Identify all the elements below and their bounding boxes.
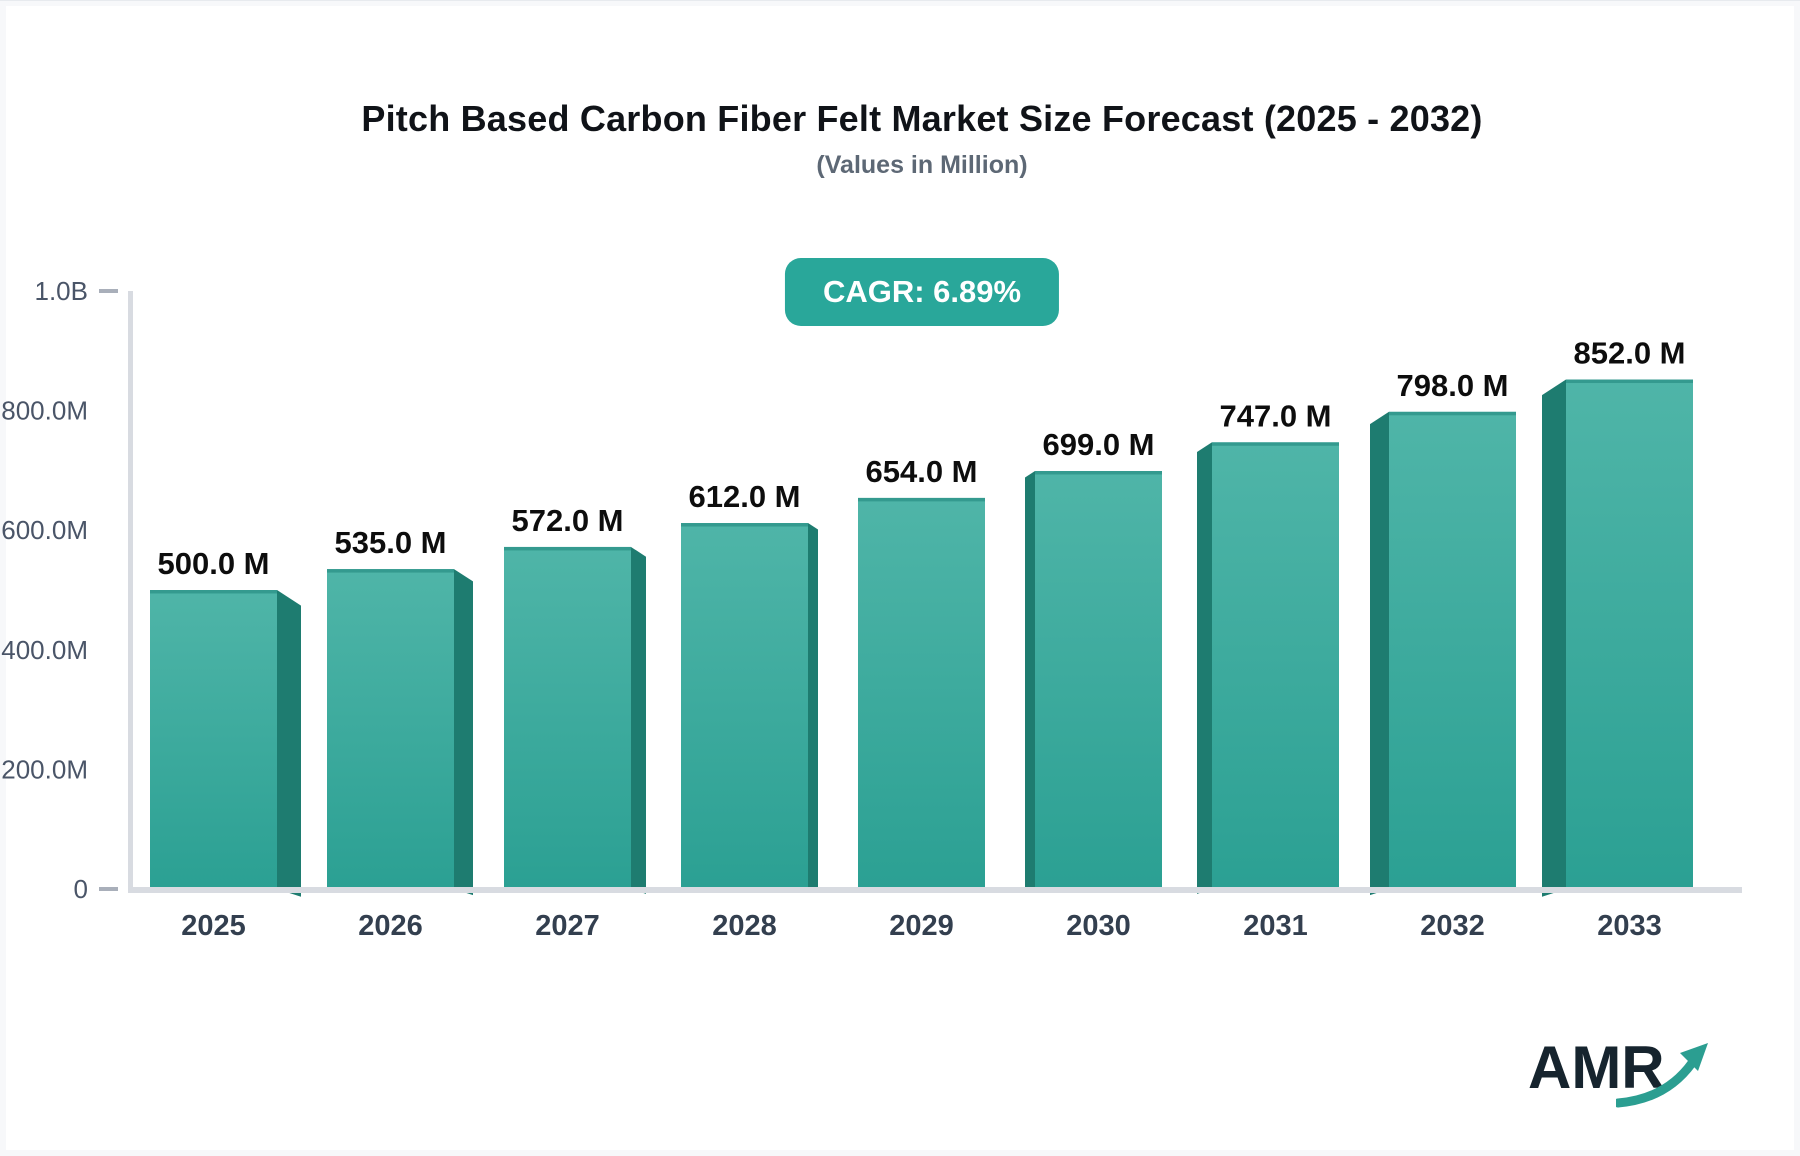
bar-side-face xyxy=(1197,442,1212,894)
y-axis-tick-mark xyxy=(99,289,118,293)
bar-value-label: 500.0 M xyxy=(157,546,269,581)
bar-front-face xyxy=(1566,379,1693,889)
bar-top-edge xyxy=(150,590,277,594)
y-axis-tick-label: 400.0M xyxy=(1,635,88,665)
bar-2025[interactable]: 500.0 M 2025 xyxy=(150,546,301,942)
bar-2030[interactable]: 699.0 M 2030 xyxy=(1025,427,1162,942)
bar-value-label: 699.0 M xyxy=(1042,427,1154,462)
x-axis-category-label: 2028 xyxy=(712,910,777,942)
bar-top-edge xyxy=(858,497,985,502)
bar-side-face xyxy=(1370,411,1389,896)
bar-value-label: 612.0 M xyxy=(688,479,800,514)
y-axis-tick-mark xyxy=(99,887,118,891)
y-axis-tick-label: 0 xyxy=(74,874,88,904)
bar-value-label: 572.0 M xyxy=(511,503,623,538)
y-axis-line xyxy=(128,291,133,889)
y-axis-tick-label: 200.0M xyxy=(1,754,88,784)
x-axis-category-label: 2032 xyxy=(1420,910,1485,942)
amr-logo-text: AMR xyxy=(1528,1034,1665,1101)
x-axis-category-label: 2030 xyxy=(1066,910,1131,942)
bar-front-face xyxy=(150,590,277,889)
bar-value-label: 654.0 M xyxy=(865,454,977,489)
cagr-badge: CAGR: 6.89% xyxy=(784,258,1060,326)
bar-side-face xyxy=(1025,470,1035,893)
bar-side-face xyxy=(808,523,818,893)
y-axis-tick-label: 800.0M xyxy=(1,396,88,426)
page-title: Pitch Based Carbon Fiber Felt Market Siz… xyxy=(361,98,1483,139)
x-axis-line xyxy=(128,887,1742,893)
bar-front-face xyxy=(858,497,985,889)
y-axis-tick-label: 1.0B xyxy=(35,276,89,306)
bar-2033[interactable]: 852.0 M 2033 xyxy=(1542,336,1693,942)
bar-front-face xyxy=(1389,411,1516,889)
x-axis-category-label: 2029 xyxy=(889,910,954,942)
bar-side-face xyxy=(454,569,473,896)
bar-value-label: 535.0 M xyxy=(334,525,446,560)
bar-2026[interactable]: 535.0 M 2026 xyxy=(327,525,473,942)
bar-2029[interactable]: 654.0 M 2029 xyxy=(858,454,985,942)
amr-logo: AMR xyxy=(1528,1033,1708,1113)
x-axis-category-label: 2033 xyxy=(1597,910,1662,942)
x-axis-category-label: 2027 xyxy=(535,910,600,942)
bar-front-face xyxy=(681,523,808,889)
bar-side-face xyxy=(631,546,646,894)
bar-top-edge xyxy=(1389,411,1516,416)
bar-front-face xyxy=(504,546,631,889)
bar-top-edge xyxy=(1035,470,1162,475)
bar-front-face xyxy=(1212,442,1339,889)
bar-2027[interactable]: 572.0 M 2027 xyxy=(504,503,646,942)
bar-top-edge xyxy=(681,523,808,527)
bar-2031[interactable]: 747.0 M 2031 xyxy=(1197,398,1339,942)
x-axis-category-label: 2026 xyxy=(358,910,423,942)
x-axis-category-label: 2031 xyxy=(1243,910,1308,942)
bar-2028[interactable]: 612.0 M 2028 xyxy=(681,479,818,942)
growth-arrow-icon xyxy=(1616,1043,1708,1108)
bar-side-face xyxy=(277,590,301,897)
bar-top-edge xyxy=(1566,379,1693,384)
page-subtitle: (Values in Million) xyxy=(816,151,1028,179)
bar-side-face xyxy=(1542,379,1566,897)
bar-front-face xyxy=(1035,470,1162,889)
bar-top-edge xyxy=(327,569,454,573)
bar-value-label: 852.0 M xyxy=(1573,336,1685,371)
bar-front-face xyxy=(327,569,454,889)
bar-top-edge xyxy=(1212,442,1339,446)
bar-top-edge xyxy=(504,546,631,551)
bar-value-label: 798.0 M xyxy=(1396,368,1508,403)
bar-value-label: 747.0 M xyxy=(1219,398,1331,433)
x-axis-category-label: 2025 xyxy=(181,910,246,942)
bar-2032[interactable]: 798.0 M 2032 xyxy=(1370,368,1516,942)
y-axis-tick-label: 600.0M xyxy=(1,515,88,545)
